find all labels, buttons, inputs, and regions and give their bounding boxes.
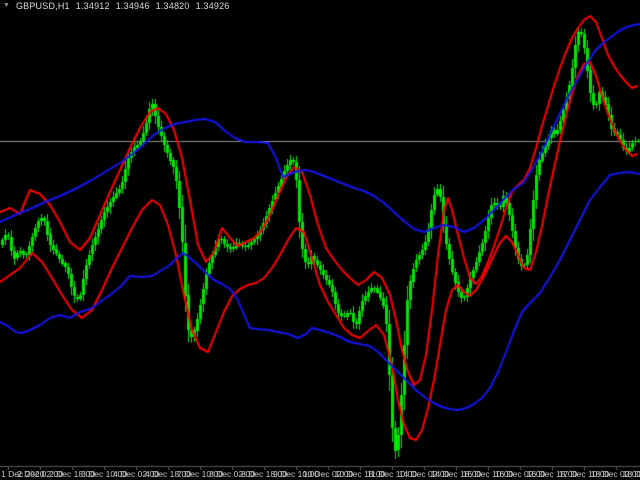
time-axis-label: 4 Dec 18:00 [145, 469, 191, 479]
time-axis-label: 4 Dec 02:00 [113, 469, 159, 479]
time-axis-label: 3 Dec 10:00 [81, 469, 127, 479]
time-axis-label: 1 Dec 2020 [1, 469, 45, 479]
time-axis-label: 18 Dec 18:00 [622, 469, 640, 479]
quote-high: 1.34946 [115, 1, 150, 11]
time-axis-label: 9 Dec 10:00 [273, 469, 319, 479]
time-axis-label: 2 Dec 18:00 [49, 469, 95, 479]
time-axis-label: 15 Dec 10:00 [462, 469, 514, 479]
symbol-period-label: GBPUSD,H1 [15, 1, 70, 11]
time-axis-label: 8 Dec 18:00 [241, 469, 287, 479]
title-marker-icon: ▼ [3, 2, 10, 9]
quote-open: 1.34912 [75, 1, 110, 11]
time-axis-label: 18 Dec 02:00 [590, 469, 640, 479]
time-axis-label: 11 Dec 10:00 [367, 469, 417, 479]
time-axis-label: 16 Dec 02:00 [494, 469, 546, 479]
time-axis-label: 2 Dec 02:00 [17, 469, 63, 479]
time-axis-label: 10 Dec 18:00 [334, 469, 386, 479]
time-axis[interactable]: 1 Dec 2020 2 Dec 02:00 2 Dec 18:00 3 Dec 10… [0, 466, 640, 480]
time-axis-label: 14 Dec 18:00 [430, 469, 482, 479]
quote-close: 1.34926 [195, 1, 230, 11]
time-axis-label: 17 Dec 10:00 [558, 469, 610, 479]
time-axis-label: 10 Dec 02:00 [302, 469, 354, 479]
time-axis-label: 16 Dec 18:00 [526, 469, 578, 479]
time-axis-label: 14 Dec 02:00 [398, 469, 450, 479]
time-axis-label: 7 Dec 10:00 [177, 469, 223, 479]
chart-title: ▼ GBPUSD,H1 1.34912 1.34946 1.34820 1.34… [3, 1, 230, 11]
quote-low: 1.34820 [155, 1, 190, 11]
time-axis-label: 8 Dec 02:00 [209, 469, 255, 479]
